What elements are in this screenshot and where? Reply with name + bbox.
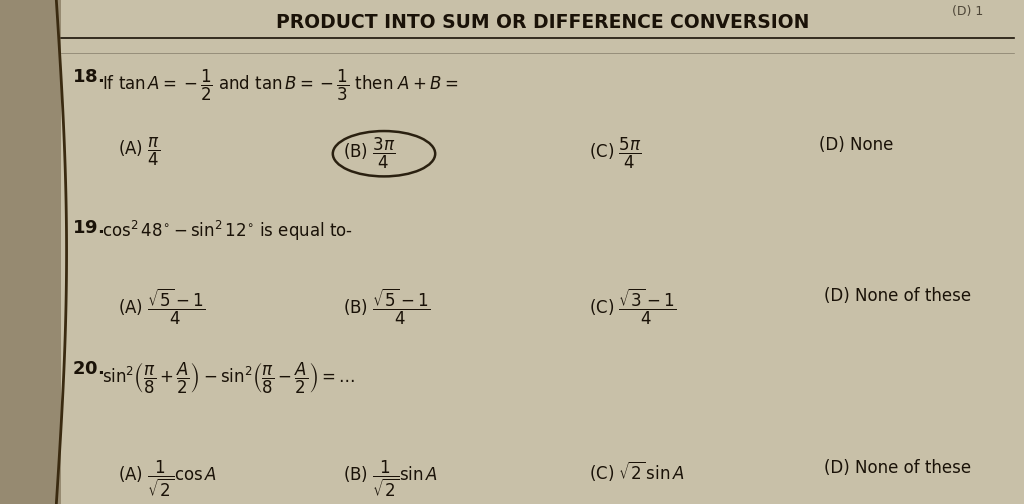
Text: $\mathbf{19.}$: $\mathbf{19.}$ (72, 219, 103, 237)
Text: If $\tan A = -\dfrac{1}{2}$ and $\tan B = -\dfrac{1}{3}$ then $A + B =$: If $\tan A = -\dfrac{1}{2}$ and $\tan B … (102, 68, 459, 103)
Text: (D) None of these: (D) None of these (824, 287, 972, 305)
Text: (B) $\dfrac{3\pi}{4}$: (B) $\dfrac{3\pi}{4}$ (343, 136, 395, 171)
Text: (D) None: (D) None (819, 136, 894, 154)
Text: PRODUCT INTO SUM OR DIFFERENCE CONVERSION: PRODUCT INTO SUM OR DIFFERENCE CONVERSIO… (276, 13, 809, 32)
Text: $\cos^{2}48^{\circ} - \sin^{2}12^{\circ}$ is equal to-: $\cos^{2}48^{\circ} - \sin^{2}12^{\circ}… (102, 219, 353, 243)
Text: (A) $\dfrac{\pi}{4}$: (A) $\dfrac{\pi}{4}$ (118, 136, 160, 168)
Text: (D) 1: (D) 1 (952, 5, 984, 18)
Text: (A) $\dfrac{1}{\sqrt{2}}\cos A$: (A) $\dfrac{1}{\sqrt{2}}\cos A$ (118, 459, 217, 499)
Text: (C) $\dfrac{5\pi}{4}$: (C) $\dfrac{5\pi}{4}$ (589, 136, 641, 171)
Text: $\mathbf{20.}$: $\mathbf{20.}$ (72, 360, 103, 379)
Text: (D) None of these: (D) None of these (824, 459, 972, 477)
Polygon shape (0, 0, 61, 504)
Text: $\sin^{2}\!\left(\dfrac{\pi}{8}+\dfrac{A}{2}\right)-\sin^{2}\!\left(\dfrac{\pi}{: $\sin^{2}\!\left(\dfrac{\pi}{8}+\dfrac{A… (102, 360, 355, 396)
Text: $\mathbf{18.}$: $\mathbf{18.}$ (72, 68, 103, 86)
Text: (C) $\dfrac{\sqrt{3}-1}{4}$: (C) $\dfrac{\sqrt{3}-1}{4}$ (589, 287, 676, 328)
Text: (A) $\dfrac{\sqrt{5}-1}{4}$: (A) $\dfrac{\sqrt{5}-1}{4}$ (118, 287, 205, 328)
Text: (B) $\dfrac{\sqrt{5}-1}{4}$: (B) $\dfrac{\sqrt{5}-1}{4}$ (343, 287, 430, 328)
Text: (C) $\sqrt{2}\,\sin A$: (C) $\sqrt{2}\,\sin A$ (589, 459, 684, 483)
Text: (B) $\dfrac{1}{\sqrt{2}}\sin A$: (B) $\dfrac{1}{\sqrt{2}}\sin A$ (343, 459, 438, 499)
